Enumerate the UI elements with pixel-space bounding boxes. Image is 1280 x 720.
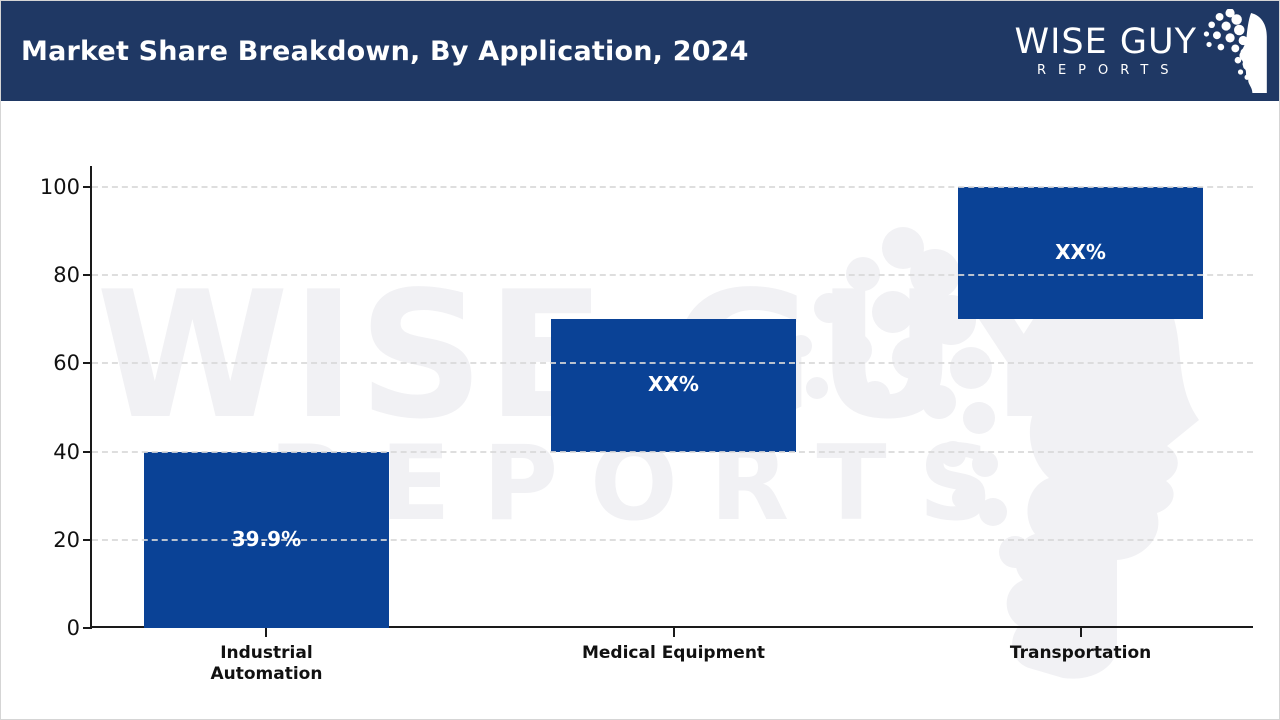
- x-axis-tick: [1079, 628, 1082, 637]
- x-axis-tick: [265, 628, 268, 637]
- watermark-face-icon: [790, 227, 1199, 679]
- header-bar: Market Share Breakdown, By Application, …: [1, 1, 1279, 101]
- brand-face-icon: [1203, 9, 1267, 93]
- bar-medical-equipment: [551, 319, 796, 452]
- x-axis-category-label: Industrial Automation: [210, 643, 323, 684]
- bar-value-label: XX%: [1055, 240, 1106, 265]
- x-axis-category-label: Transportation: [1009, 643, 1152, 663]
- bar-transportation: [958, 187, 1203, 320]
- chart-title: Market Share Breakdown, By Application, …: [21, 35, 749, 67]
- y-axis-tick: [83, 274, 92, 277]
- gridline-100: [92, 186, 1253, 188]
- brand-subname: REPORTS: [1036, 62, 1181, 78]
- y-axis-tick-label: 0: [66, 616, 80, 640]
- y-axis-tick-label: 60: [53, 351, 80, 376]
- gridline-20: [92, 538, 1253, 541]
- y-axis-tick-label: 40: [53, 439, 80, 464]
- gridline-60: [92, 362, 1253, 365]
- plot-area: 0 20 40 60 80 100 39.9% Industrial Automation XX…: [40, 166, 1253, 684]
- y-axis-tick: [83, 538, 92, 541]
- y-axis-tick-label: 20: [53, 527, 80, 552]
- y-axis-tick: [83, 362, 92, 365]
- brand-name: WISE GUY: [1014, 21, 1197, 62]
- y-axis-tick: [83, 450, 92, 453]
- gridline-80: [92, 274, 1253, 277]
- brand-logo: WISE GUY REPORTS: [1014, 9, 1267, 93]
- bar-value-label: 39.9%: [231, 527, 302, 552]
- y-axis-tick: [83, 627, 92, 629]
- brand-logo-text: WISE GUY REPORTS: [1014, 21, 1197, 78]
- gridline-40: [92, 450, 1253, 453]
- bar-value-label: XX%: [648, 372, 699, 397]
- x-axis-tick: [672, 628, 675, 637]
- y-axis-tick: [83, 186, 92, 188]
- y-axis-tick-label: 100: [39, 175, 80, 199]
- y-axis-tick-label: 80: [53, 263, 80, 288]
- x-axis-category-label: Medical Equipment: [581, 643, 766, 663]
